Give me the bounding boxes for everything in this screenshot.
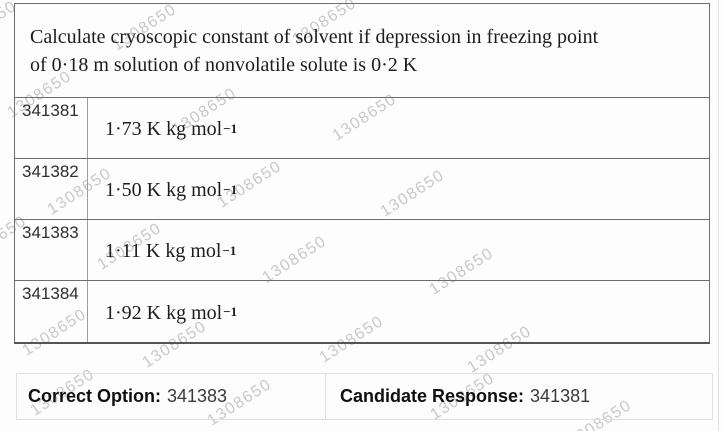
option-value-text: 1·11 K kg mol: [105, 240, 222, 262]
option-row-1: 341381 1·73 K kg mol −1: [15, 98, 709, 159]
option-value: 1·11 K kg mol −1: [105, 240, 237, 262]
option-value-text: 1·50 K kg mol: [105, 179, 223, 201]
result-bar: Correct Option: 341383 Candidate Respons…: [16, 373, 713, 420]
option-row-3: 341383 1·11 K kg mol −1: [15, 220, 709, 281]
option-id: 341383: [15, 220, 88, 280]
option-value-text: 1·92 K kg mol: [105, 301, 223, 324]
page-edge-line: [718, 0, 719, 431]
correct-option-cell: Correct Option: 341383: [17, 374, 326, 419]
option-id: 341384: [15, 281, 88, 342]
correct-option-label: Correct Option:: [28, 386, 161, 406]
option-value: 1·73 K kg mol −1: [105, 118, 238, 140]
candidate-response-label: Candidate Response:: [340, 386, 525, 406]
option-id: 341381: [15, 98, 88, 158]
correct-option-value: 341383: [167, 386, 228, 406]
option-id: 341382: [15, 159, 88, 219]
candidate-response-value: 341381: [530, 386, 591, 406]
candidate-response-cell: Candidate Response: 341381: [326, 374, 712, 419]
question-text: Calculate cryoscopic constant of solvent…: [15, 4, 709, 98]
option-value: 1·92 K kg mol −1: [105, 301, 238, 324]
option-row-2: 341382 1·50 K kg mol −1: [15, 159, 709, 220]
question-options-table: Calculate cryoscopic constant of solvent…: [14, 3, 710, 344]
option-value-text: 1·73 K kg mol: [105, 118, 223, 140]
option-row-4: 341384 1·92 K kg mol −1: [15, 281, 709, 342]
option-value: 1·50 K kg mol −1: [105, 179, 238, 201]
